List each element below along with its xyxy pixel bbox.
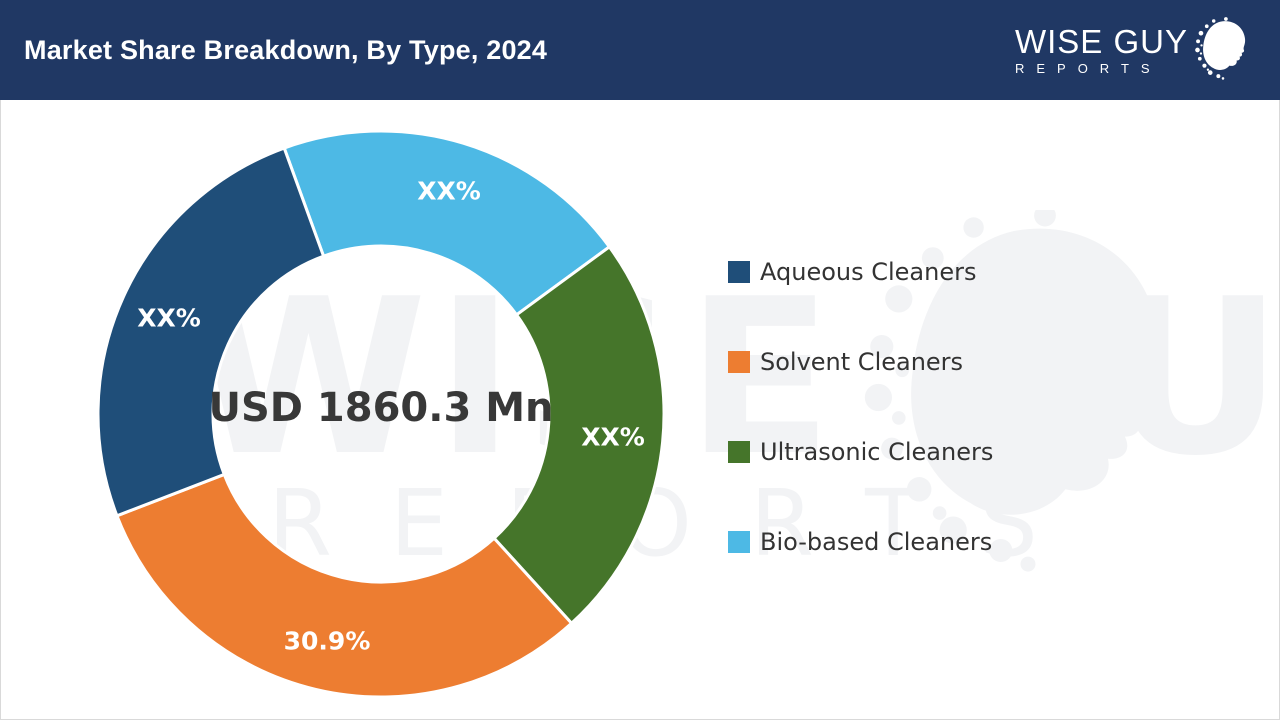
legend-label-biobased: Bio-based Cleaners (760, 528, 993, 556)
legend-label-aqueous: Aqueous Cleaners (760, 258, 977, 286)
donut-slice-ultrasonic-cleaners (492, 245, 666, 625)
page-title: Market Share Breakdown, By Type, 2024 (24, 34, 548, 65)
legend-swatch-solvent (728, 351, 750, 373)
watermark-face-icon (864, 210, 1158, 572)
legend-swatch-ultrasonic (728, 441, 750, 463)
donut-chart (96, 129, 666, 699)
legend-swatch-aqueous (728, 261, 750, 283)
slice-value-label-biobased: XX% (417, 176, 481, 206)
donut-slice-aqueous-cleaners (96, 146, 326, 518)
wise-guy-logo: WISE GUY REPORTS (1015, 17, 1252, 83)
donut-center-value: USD 1860.3 Mn (208, 385, 554, 431)
legend-item-solvent-cleaners: Solvent Cleaners (728, 347, 963, 377)
logo-reports-text: REPORTS (1014, 61, 1162, 76)
legend-item-ultrasonic-cleaners: Ultrasonic Cleaners (728, 437, 993, 467)
wise-guy-face-icon (1195, 17, 1246, 80)
donut-slice-bio-based-cleaners (282, 129, 611, 317)
slice-value-label-solvent: 30.9% (283, 626, 371, 656)
legend-item-aqueous-cleaners: Aqueous Cleaners (728, 257, 976, 287)
legend-item-biobased-cleaners: Bio-based Cleaners (728, 527, 992, 557)
header-bar: Market Share Breakdown, By Type, 2024 WI… (0, 0, 1280, 100)
slice-value-label-aqueous: XX% (137, 303, 201, 333)
donut-slice-solvent-cleaners (115, 472, 574, 699)
legend-label-ultrasonic: Ultrasonic Cleaners (760, 438, 994, 466)
logo-wiseguy-text: WISE GUY (1014, 23, 1188, 60)
legend-swatch-biobased (728, 531, 750, 553)
legend-label-solvent: Solvent Cleaners (760, 348, 964, 376)
slice-value-label-ultrasonic: XX% (581, 422, 645, 452)
